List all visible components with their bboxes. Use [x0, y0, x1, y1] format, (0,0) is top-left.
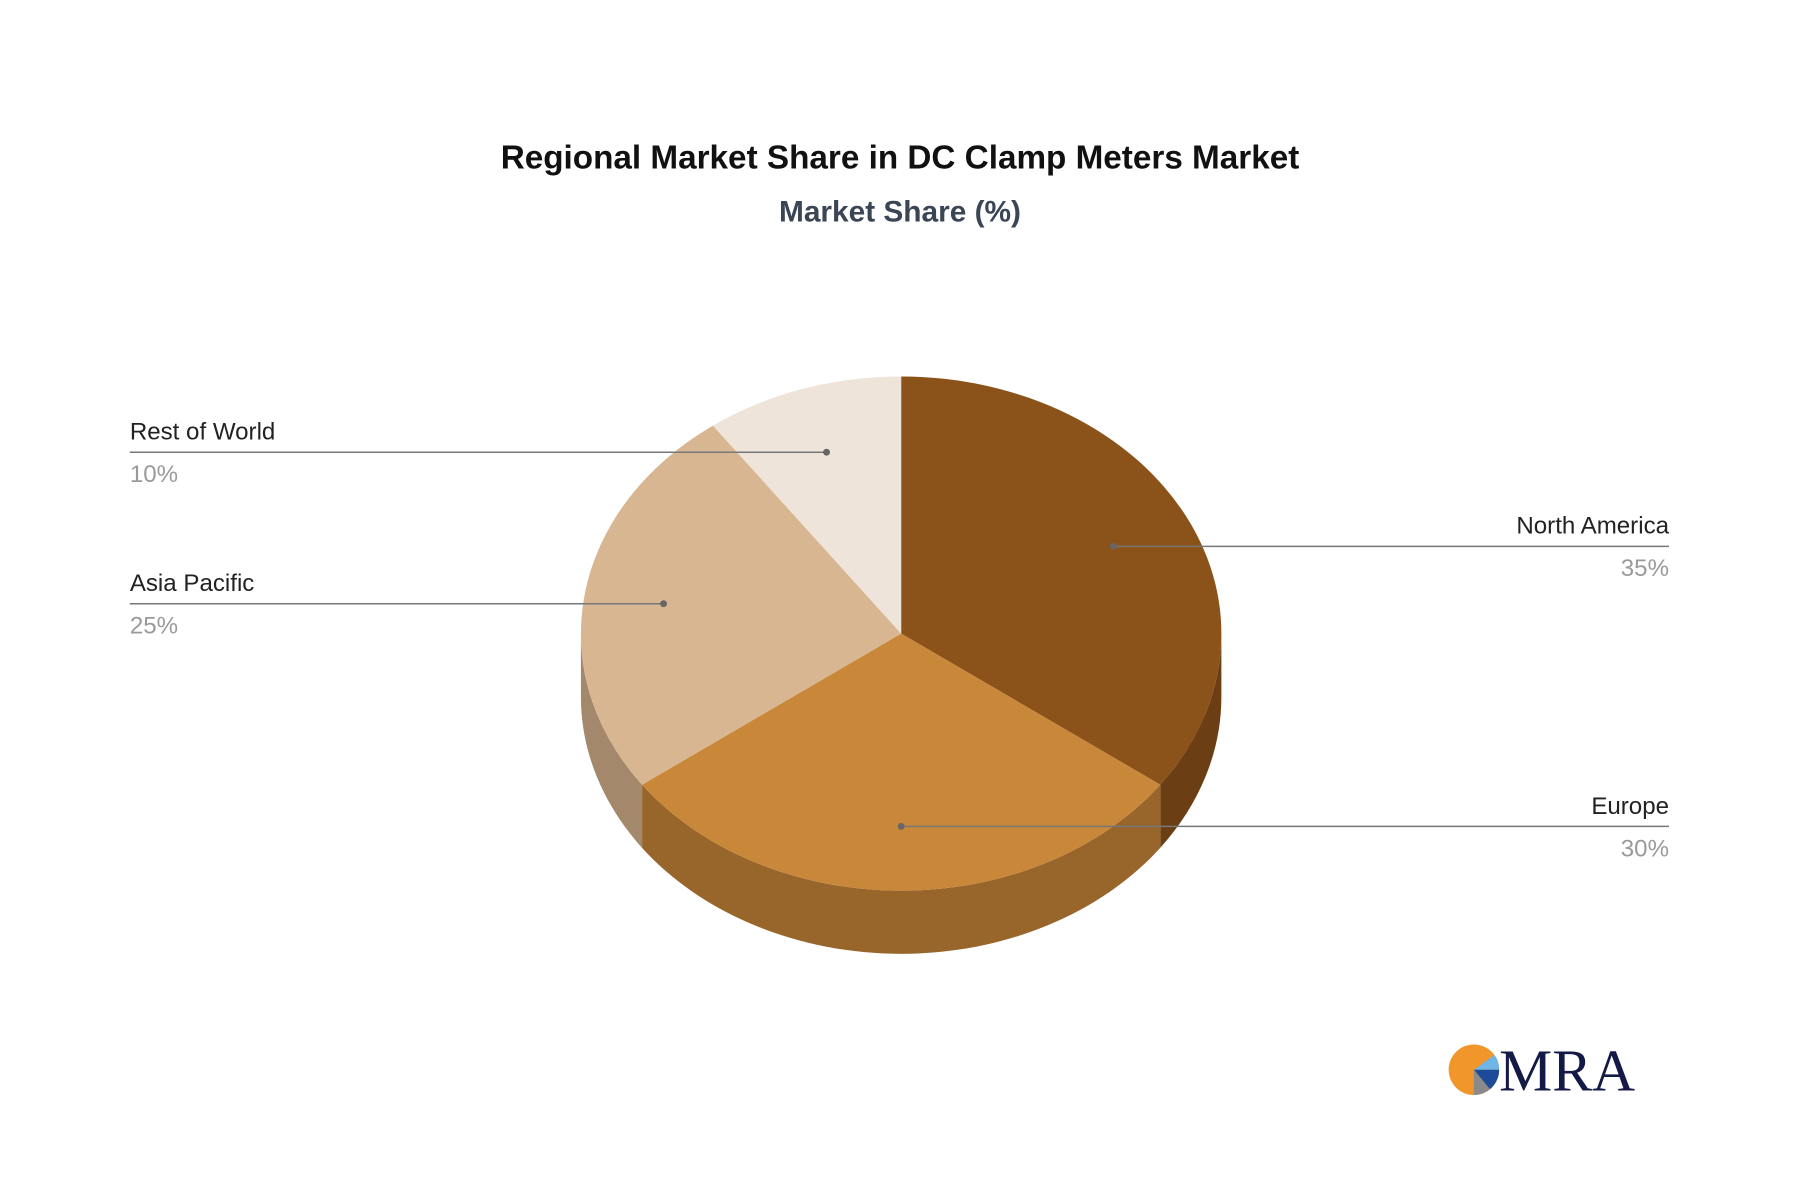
slice-asia-pacific[interactable]: [580, 425, 902, 785]
logo-text: MRA: [1499, 1037, 1635, 1103]
slice-label: North America: [1516, 513, 1669, 540]
leader-dot: [660, 600, 667, 608]
leader-dot: [897, 822, 905, 830]
slice-value-label: 10%: [130, 461, 178, 488]
slice-value-label: 30%: [1621, 835, 1669, 862]
chart-title: Regional Market Share in DC Clamp Meters…: [501, 140, 1300, 177]
leader-dot: [823, 448, 830, 456]
pie-slices: [580, 376, 1222, 891]
slice-side-north-america: [1160, 633, 1222, 848]
slice-label: Asia Pacific: [130, 570, 255, 597]
slice-label: Europe: [1591, 793, 1669, 820]
slice-side-europe: [642, 784, 1161, 954]
slice-label: Rest of World: [130, 419, 276, 446]
slice-value-label: 35%: [1621, 555, 1669, 582]
slice-north-america[interactable]: [901, 376, 1222, 785]
slice-rest-of-world[interactable]: [712, 376, 902, 634]
chart-subtitle: Market Share (%): [779, 196, 1021, 229]
slice-value-label: 25%: [130, 613, 178, 640]
pie-sides: [580, 633, 1222, 954]
slice-side-asia-pacific: [580, 633, 643, 848]
leader-dot: [1110, 542, 1117, 550]
slice-labels: North America 35% Europe 30% Asia Pacific 25%…: [129, 419, 1670, 862]
mra-logo: MRA: [1448, 1037, 1635, 1103]
